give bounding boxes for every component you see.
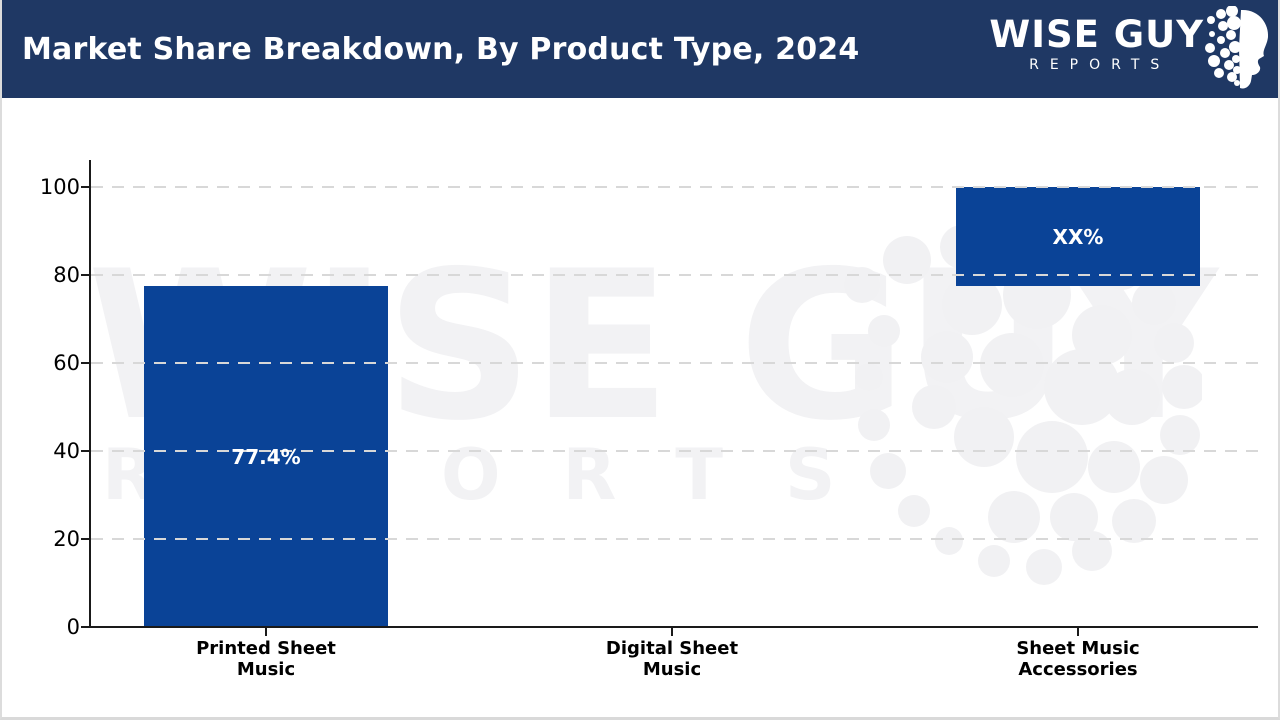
bar-printed-sheet-music: [144, 286, 388, 627]
x-axis-category-label: Printed Sheet Music: [116, 638, 416, 680]
brand-wordmark: WISE GUY REPORTS: [989, 14, 1204, 74]
y-axis-tick-label: 0: [66, 615, 80, 639]
y-axis-tick-label: 100: [39, 175, 80, 199]
y-axis-tick-label: 20: [53, 527, 80, 551]
y-axis-tick: [81, 186, 89, 188]
category-line: Printed Sheet: [196, 638, 336, 659]
y-axis-tick: [81, 362, 89, 364]
category-line: Sheet Music: [1016, 638, 1140, 659]
x-axis-category-label: Sheet Music Accessories: [928, 638, 1228, 680]
y-axis-tick-label: 60: [53, 351, 80, 375]
y-axis-tick: [81, 274, 89, 276]
gridline: [91, 450, 1258, 452]
brand-face-icon: [1205, 6, 1269, 89]
brand-subname: REPORTS: [1029, 57, 1171, 73]
category-line: Music: [236, 659, 296, 680]
brand-logo: WISE GUY REPORTS: [989, 4, 1270, 94]
x-axis-category-label: Digital Sheet Music: [522, 638, 822, 680]
gridline: [91, 538, 1258, 540]
x-axis-tick: [671, 628, 673, 636]
gridline: [91, 362, 1258, 364]
report-title: Market Share Breakdown, By Product Type,…: [22, 31, 860, 67]
category-line: Digital Sheet: [605, 638, 739, 659]
brand-name: WISE GUY: [989, 13, 1204, 56]
gridline: [91, 186, 1258, 188]
y-axis-tick: [81, 538, 89, 540]
category-line: Music: [642, 659, 702, 680]
bar-value-label: XX%: [1052, 224, 1104, 249]
report-header: Market Share Breakdown, By Product Type,…: [2, 0, 1278, 98]
gridline: [91, 274, 1258, 276]
x-axis-line: [89, 626, 1258, 628]
x-axis-tick: [1077, 628, 1079, 636]
bar-sheet-music-accessories: [956, 187, 1200, 287]
y-axis-line: [89, 160, 91, 628]
category-line: Accessories: [1018, 659, 1138, 680]
bar-value-label: 77.4%: [231, 444, 301, 469]
y-axis-tick: [81, 450, 89, 452]
y-axis-tick-label: 80: [53, 263, 80, 287]
y-axis-tick: [81, 626, 89, 628]
x-axis-tick: [265, 628, 267, 636]
y-axis-tick-label: 40: [53, 439, 80, 463]
